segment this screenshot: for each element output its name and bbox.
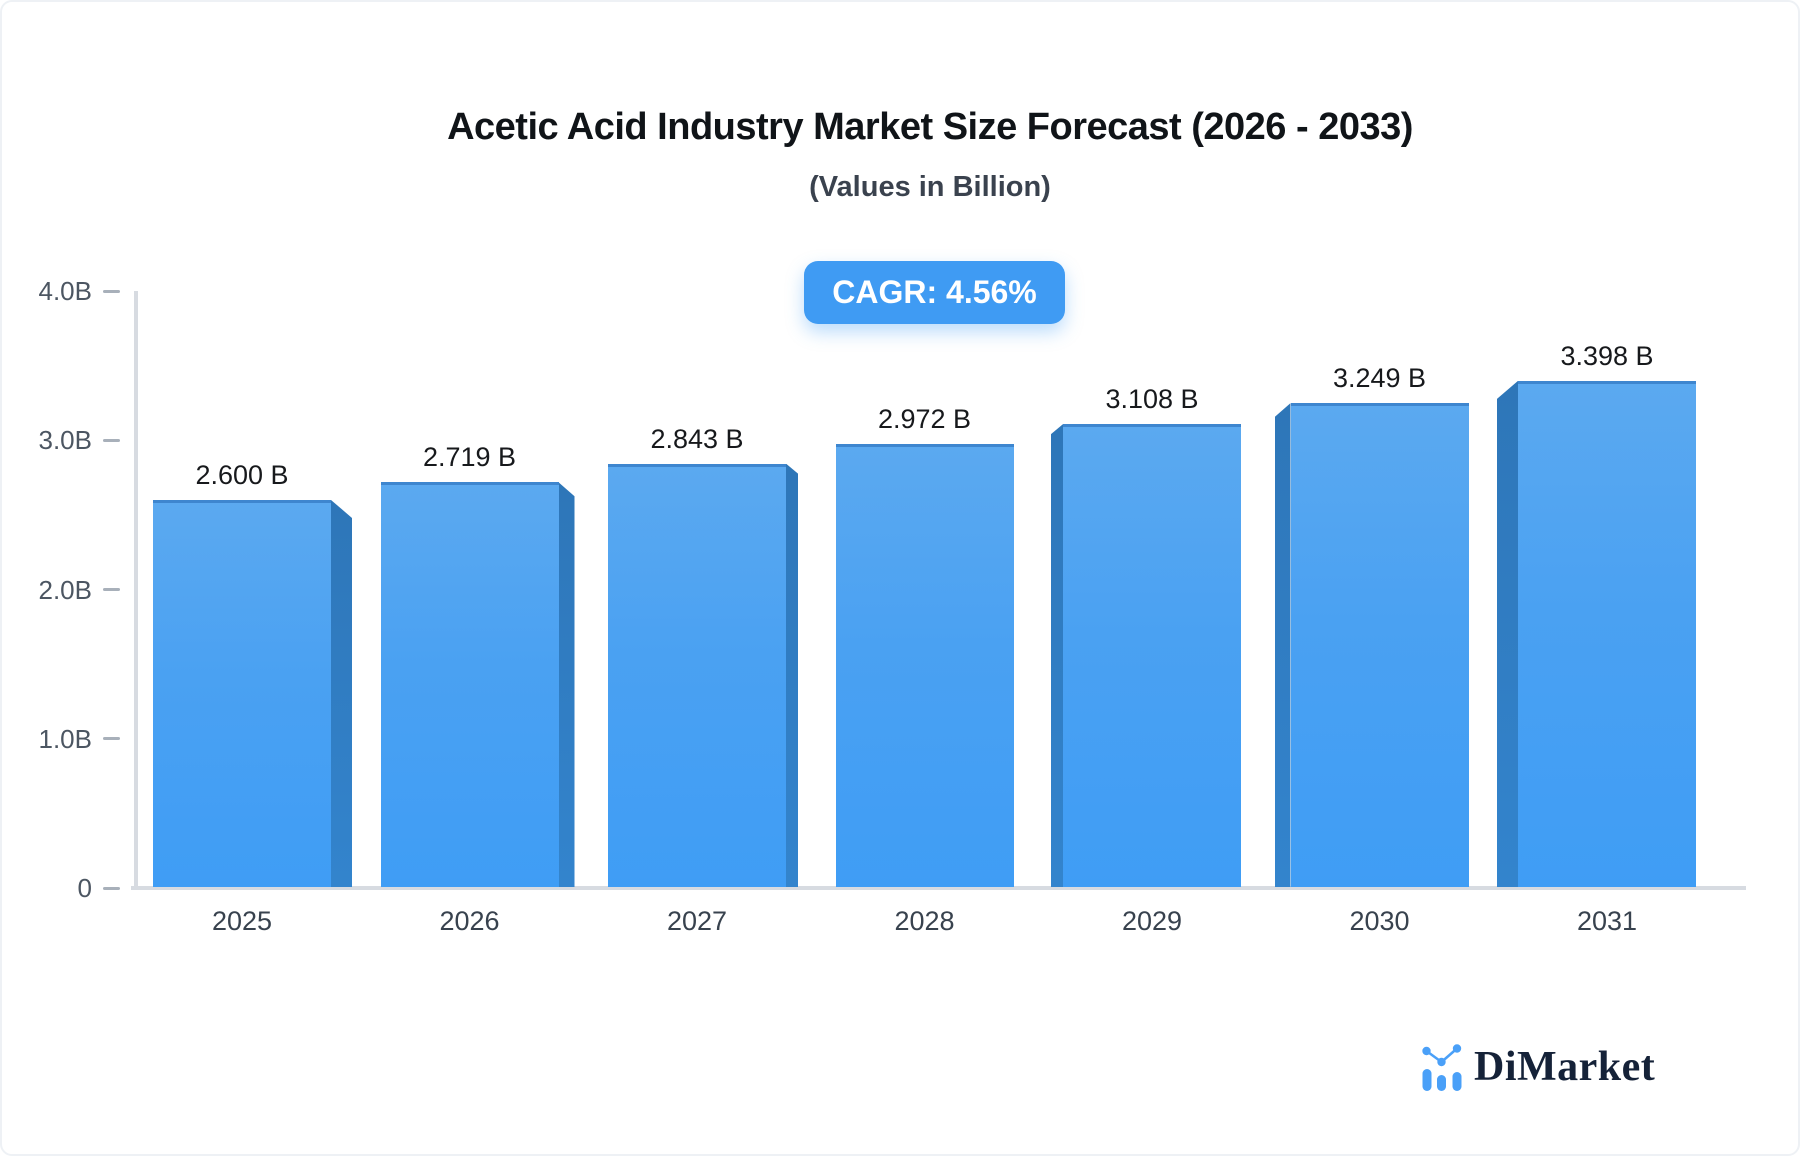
bar-value-label: 3.108 B [1105,384,1199,415]
y-tick-dash [103,588,120,591]
bar-value-label: 3.398 B [1560,340,1654,371]
bar-front [380,482,559,887]
bar-front [608,463,786,887]
cagr-badge: CAGR: 4.56% [804,261,1065,324]
bar-front [1518,380,1696,887]
bar-value-label: 2.719 B [422,442,517,473]
page-subtitle: (Values in Billion) [809,171,1051,203]
bar-side [558,482,575,887]
bar-side [786,463,798,887]
y-tick-dash [103,737,120,741]
bar-front [1063,424,1241,887]
bar-side [1497,380,1518,887]
brand-logo: DiMarket [1422,1043,1655,1091]
bar-value-label: 2.600 B [195,459,289,490]
bar-value-label: 3.249 B [1332,363,1427,394]
y-tick-label: 0 [77,873,92,903]
bar-side [1274,403,1291,887]
x-tick-label: 2027 [666,906,728,936]
bar-value-label: 2.843 B [650,423,744,454]
bar-value-label: 2.972 B [877,404,972,435]
y-tick-label: 2.0B [38,574,93,605]
bar-front [153,499,331,887]
y-tick-dash [103,289,120,293]
brand-name: DiMarket [1474,1044,1656,1090]
x-tick-label: 2030 [1349,906,1410,936]
y-tick-label: 3.0B [38,425,93,456]
y-tick-label: 1.0B [38,723,93,754]
x-tick-label: 2026 [439,906,500,936]
y-tick-dash [103,438,120,442]
bar-side [1051,424,1063,887]
bar-front [835,444,1014,887]
x-tick-label: 2028 [894,906,955,936]
y-tick-label: 4.0B [38,276,93,306]
x-tick-label: 2025 [211,906,273,936]
y-axis-line [134,291,138,888]
y-tick-dash [103,886,120,890]
bar-front [1290,403,1469,887]
bar-side [331,499,352,887]
x-tick-label: 2029 [1121,906,1183,936]
x-tick-label: 2031 [1576,906,1638,936]
page-title: Acetic Acid Industry Market Size Forecas… [447,106,1413,148]
chart-logo-icon [1422,1044,1462,1091]
x-axis-line [131,886,1746,890]
